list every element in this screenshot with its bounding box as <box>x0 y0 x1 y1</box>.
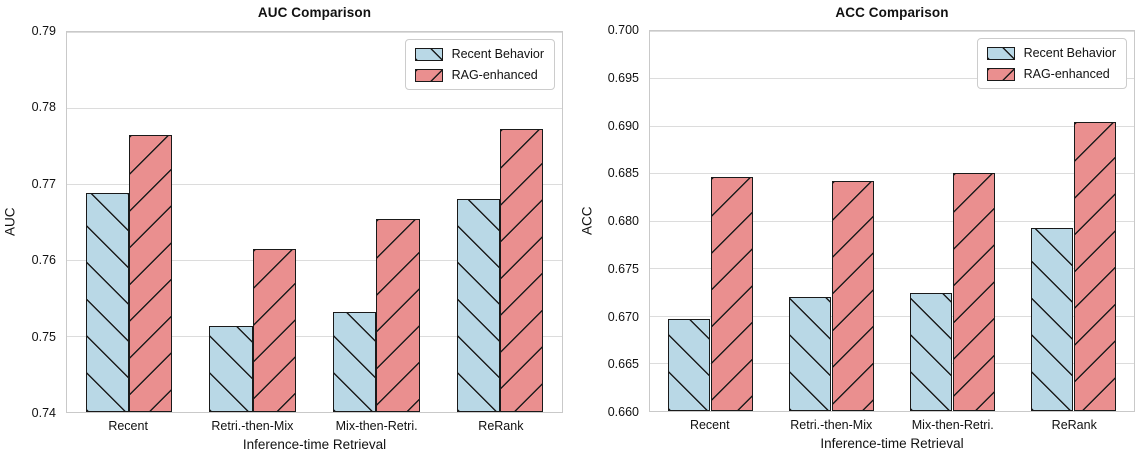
y-tick-label: 0.680 <box>607 214 639 228</box>
bar-recent-behavior <box>333 312 377 412</box>
bar-rag-enhanced <box>831 181 874 411</box>
y-tick-label: 0.670 <box>607 309 639 324</box>
bar-rag-enhanced <box>1073 122 1116 411</box>
bar-rag-enhanced <box>710 177 753 411</box>
gridline <box>650 315 1134 317</box>
legend-swatch-rag-enhanced <box>414 68 443 82</box>
legend: Recent Behavior RAG-enhanced <box>976 38 1127 89</box>
gridline <box>650 125 1134 127</box>
chart-title: AUC Comparison <box>257 5 372 20</box>
legend-item: RAG-enhanced <box>414 68 544 82</box>
gridline <box>650 220 1134 222</box>
x-axis-label: Inference-time Retrieval <box>820 436 964 451</box>
x-tick-label: Mix-then-Retri. <box>335 419 418 433</box>
legend-label: Recent Behavior <box>451 47 544 61</box>
x-tick-label: Mix-then-Retri. <box>911 418 994 432</box>
bar-rag-enhanced <box>500 129 544 412</box>
legend-item: Recent Behavior <box>414 47 544 61</box>
legend: Recent Behavior RAG-enhanced <box>404 39 555 90</box>
legend-swatch-recent-behavior <box>986 46 1015 60</box>
gridline <box>67 335 562 337</box>
legend-label: Recent Behavior <box>1023 46 1116 60</box>
auc-chart-panel: AUC Comparison AUC Recent Behavior RAG-en… <box>2 5 563 452</box>
bar-rag-enhanced <box>128 134 173 412</box>
x-tick-label: Retri.-then-Mix <box>211 419 294 433</box>
legend-swatch-rag-enhanced <box>986 67 1015 81</box>
y-tick-label: 0.79 <box>31 24 56 38</box>
legend-label: RAG-enhanced <box>451 68 538 82</box>
y-tick-label: 0.77 <box>31 176 56 191</box>
bar-rag-enhanced <box>252 249 296 412</box>
gridline <box>67 107 562 109</box>
x-axis-label: Inference-time Retrieval <box>242 437 387 452</box>
bar-recent-behavior <box>209 326 253 412</box>
bar-recent-behavior <box>668 318 711 411</box>
x-tick-label: Recent <box>689 418 730 432</box>
x-tick-label: ReRank <box>478 419 524 433</box>
bar-rag-enhanced <box>376 218 420 412</box>
plot-area: Recent Behavior RAG-enhanced <box>66 31 563 413</box>
gridline <box>67 183 562 185</box>
y-tick-label: 0.74 <box>31 406 56 420</box>
y-tick-label: 0.700 <box>607 23 639 37</box>
bar-recent-behavior <box>789 297 832 411</box>
acc-chart-panel: ACC Comparison ACC Recent Behavior RAG-en… <box>573 0 1146 469</box>
bar-recent-behavior <box>910 293 953 411</box>
bar-recent-behavior <box>85 193 129 412</box>
legend-label: RAG-enhanced <box>1023 67 1110 81</box>
y-tick-label: 0.78 <box>31 100 56 115</box>
gridline <box>650 173 1134 175</box>
y-tick-label: 0.685 <box>607 166 639 181</box>
x-tick-label: Retri.-then-Mix <box>790 418 873 432</box>
legend-item: RAG-enhanced <box>986 67 1116 81</box>
y-tick-label: 0.76 <box>31 253 56 268</box>
gridline <box>650 268 1134 270</box>
gridline <box>67 259 562 261</box>
y-tick-label: 0.660 <box>607 405 639 419</box>
y-axis-label: AUC <box>2 207 18 237</box>
legend-item: Recent Behavior <box>986 46 1116 60</box>
legend-swatch-recent-behavior <box>414 47 443 61</box>
gridline <box>67 31 562 33</box>
y-tick-label: 0.675 <box>607 261 639 276</box>
gridline <box>650 78 1134 80</box>
plot-area: Recent Behavior RAG-enhanced <box>649 30 1135 412</box>
y-tick-label: 0.695 <box>607 70 639 85</box>
gridline <box>650 363 1134 365</box>
x-tick-label: Recent <box>108 419 148 433</box>
bar-recent-behavior <box>456 199 501 412</box>
y-tick-label: 0.665 <box>607 357 639 372</box>
chart-title: ACC Comparison <box>835 5 949 20</box>
bar-rag-enhanced <box>952 172 995 411</box>
y-tick-label: 0.75 <box>31 329 56 344</box>
y-tick-label: 0.690 <box>607 118 639 133</box>
bar-recent-behavior <box>1031 227 1074 411</box>
gridline <box>650 30 1134 32</box>
x-tick-label: ReRank <box>1051 418 1097 432</box>
